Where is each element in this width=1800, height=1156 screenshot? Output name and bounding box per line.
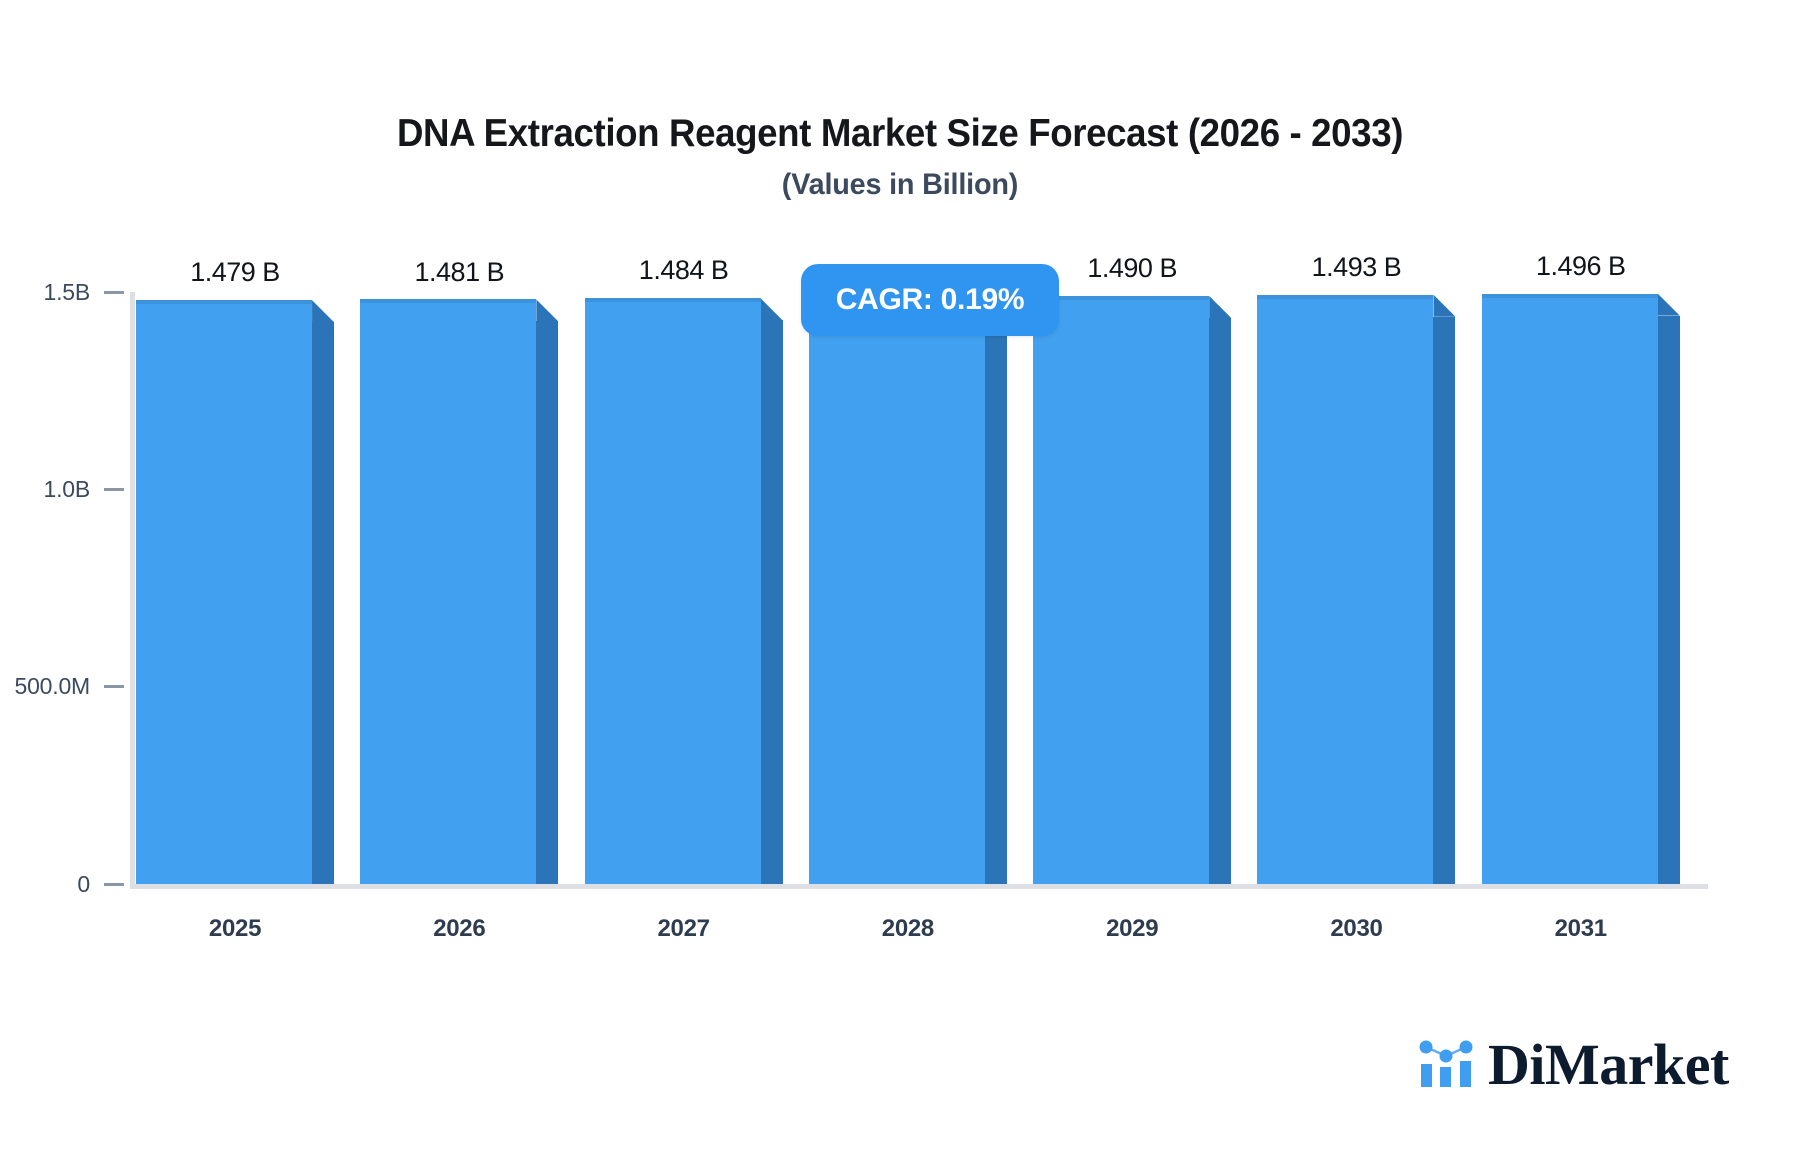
y-axis-tick-label: 1.5B [43, 278, 90, 305]
y-axis-tick-label: 1.0B [43, 475, 90, 502]
bar-value-label: 1.493 B [1311, 251, 1402, 282]
bar-top-bevel [1433, 294, 1456, 317]
bar-value-label: 1.490 B [1087, 252, 1177, 283]
bar-top-edge [1033, 295, 1210, 300]
cagr-badge-label: CAGR: 0.19% [835, 283, 1025, 316]
bar-value-label: 1.481 B [414, 256, 505, 287]
bar-top-bevel [312, 300, 335, 323]
bar-side-face [536, 321, 559, 884]
bar-top-edge [136, 300, 313, 305]
bar-front-face[interactable] [1481, 293, 1658, 884]
x-axis-label: 2031 [1554, 915, 1608, 942]
bar-side-face [984, 319, 1007, 884]
bar-front-face[interactable] [1033, 295, 1210, 884]
y-axis-tick-mark [104, 487, 124, 491]
bar-value-label: 1.496 B [1535, 250, 1626, 281]
x-axis-label: 2027 [657, 915, 710, 942]
bar-front-face[interactable] [584, 298, 761, 884]
y-axis-tick-label: 0 [77, 870, 90, 897]
bar-side-face [1209, 317, 1232, 884]
y-axis-tick-mark [104, 290, 124, 294]
y-axis-tick-label: 500.0M [14, 673, 90, 700]
chart-subtitle: (Values in Billion) [781, 168, 1019, 201]
bar-top-edge [1257, 294, 1434, 299]
bar-value-label: 1.479 B [190, 257, 280, 288]
x-axis-label: 2026 [433, 915, 486, 942]
x-axis-label: 2030 [1330, 915, 1383, 942]
x-axis-label: 2029 [1106, 915, 1159, 942]
y-axis-line [130, 292, 135, 889]
bar-top-edge [360, 299, 537, 304]
bar-front-face[interactable] [360, 299, 537, 884]
bar-top-edge [1481, 293, 1658, 298]
bar-side-face [1433, 316, 1456, 884]
bar-front-face[interactable] [136, 300, 313, 884]
x-axis-label: 2028 [881, 915, 935, 942]
brand-logo-text: DiMarket [1488, 1032, 1729, 1097]
bar-value-label: 1.484 B [638, 255, 729, 286]
bar-side-face [760, 320, 783, 884]
y-axis-tick-mark [104, 882, 124, 886]
y-axis-tick-mark [104, 685, 124, 689]
bar-top-bevel [536, 299, 559, 322]
bar-side-face [1657, 315, 1680, 884]
bar-top-bevel [1657, 293, 1680, 316]
x-axis-baseline [130, 884, 1708, 889]
bar-top-edge [584, 298, 761, 303]
chart-title: DNA Extraction Reagent Market Size Forec… [396, 112, 1404, 155]
bar-side-face [312, 322, 335, 884]
x-axis-label: 2025 [208, 915, 262, 942]
bar-chart-dots-icon [1418, 1037, 1474, 1094]
brand-logo: DiMarket [1418, 1036, 1729, 1094]
cagr-badge: CAGR: 0.19% [801, 264, 1059, 336]
bar-front-face[interactable] [1257, 294, 1434, 884]
bar-front-face[interactable] [808, 297, 985, 884]
bar-top-bevel [1209, 295, 1232, 318]
bar-top-bevel [760, 298, 783, 321]
